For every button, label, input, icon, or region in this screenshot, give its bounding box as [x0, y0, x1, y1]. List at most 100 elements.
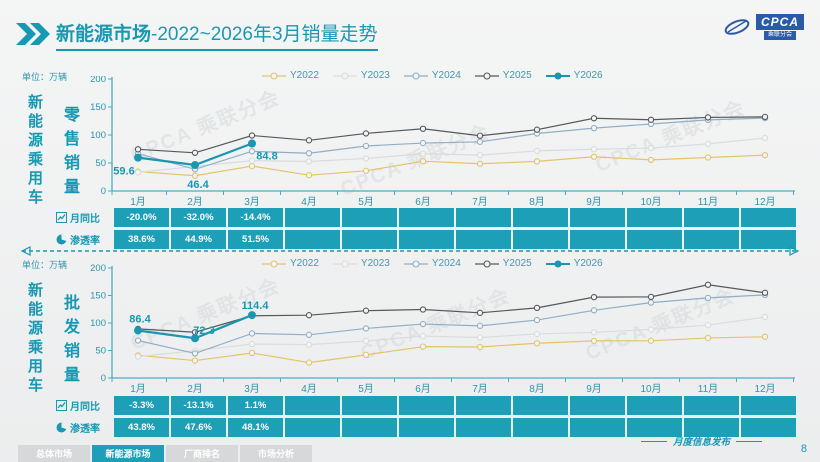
- legend-label: Y2024: [431, 70, 461, 81]
- data-point: [704, 321, 712, 329]
- table-cell: -3.3%: [114, 396, 169, 415]
- legend-item-Y2024: Y2024: [403, 258, 461, 269]
- measure-label: 批发销量: [61, 294, 78, 390]
- table-cell: [399, 396, 454, 415]
- month-label: 2月: [187, 196, 203, 208]
- data-point: [362, 167, 370, 174]
- Y2025-swatch: [474, 259, 499, 268]
- y-tick-label: 0: [101, 186, 106, 197]
- penetration-row: 43.8% 47.6% 48.1%: [114, 418, 796, 437]
- month-label: 7月: [472, 196, 488, 208]
- row-label-text: 月同比: [70, 402, 100, 413]
- nav-tab-厂商排名[interactable]: 厂商排名: [166, 445, 238, 462]
- legend-item-Y2026: Y2026: [545, 70, 603, 81]
- table-cell: 38.6%: [114, 230, 169, 249]
- table-cell: [513, 396, 568, 415]
- data-point: [191, 172, 199, 179]
- pie-icon: [56, 422, 67, 433]
- wholesale-line-chart: 0 50 100 150 200 1月 2月 3月 4月 5月 6月 7月 8月 9月 10月 11月 12月 8…: [90, 264, 795, 395]
- table-cell: [342, 208, 397, 227]
- y-tick-label: 100: [90, 130, 106, 141]
- data-point: [647, 337, 655, 344]
- data-point: [362, 130, 370, 137]
- series-Y2025-line: [137, 116, 766, 154]
- data-point: [134, 153, 143, 162]
- legend-item-Y2024: Y2024: [403, 70, 461, 81]
- table-cell: [456, 418, 511, 437]
- table-cell: [456, 230, 511, 249]
- table-cell: [399, 208, 454, 227]
- legend-label: Y2026: [573, 70, 603, 81]
- month-label: 5月: [358, 196, 374, 208]
- data-point: [476, 322, 484, 330]
- page-title: 新能源市场-2022~2026年3月销量走势: [56, 19, 378, 51]
- data-point: [419, 343, 427, 350]
- data-point: [191, 350, 199, 357]
- table-cell: [513, 418, 568, 437]
- table-cell: [285, 418, 340, 437]
- data-point: [533, 316, 541, 324]
- data-point: [590, 329, 598, 336]
- series-Y2024-line: [137, 117, 766, 170]
- data-point: [761, 113, 769, 121]
- data-point: [305, 137, 313, 144]
- data-point: [248, 162, 256, 170]
- legend-label: Y2022: [290, 258, 319, 269]
- Y2023-swatch: [332, 71, 357, 80]
- wholesale-section: CPCA 乘联分会 CPCA 乘联分会 CPCA 乘联分会 单位：万辆 新能源乘…: [0, 250, 820, 442]
- nav-tab-市场分析[interactable]: 市场分析: [240, 445, 312, 462]
- nav-tab-新能源市场[interactable]: 新能源市场: [92, 445, 164, 462]
- data-point: [647, 293, 655, 301]
- row-label-yoy: 月同比: [56, 208, 113, 227]
- measure-label: 零售销量: [61, 106, 78, 202]
- data-point: [533, 340, 541, 347]
- table-cell: [741, 418, 796, 437]
- series-Y2024-line: [137, 294, 766, 355]
- table-cell: [285, 396, 340, 415]
- point-label: 84.8: [256, 151, 277, 163]
- data-point: [761, 333, 769, 340]
- timeline-arrow: [20, 246, 800, 256]
- Y2022-swatch: [262, 259, 286, 268]
- point-label: 59.6: [113, 166, 134, 178]
- data-point: [590, 307, 598, 314]
- data-point: [533, 330, 541, 338]
- data-point: [134, 146, 142, 153]
- nav-tab-总体市场[interactable]: 总体市场: [18, 445, 90, 462]
- y-tick-label: 50: [95, 158, 106, 169]
- table-cell: [456, 208, 511, 227]
- series-Y2022: [134, 333, 769, 366]
- logo-subtitle: 乘联分会: [763, 31, 796, 40]
- axes: 0 50 100 150 200 1月 2月 3月 4月 5月 6月 7月 8月 9月 10月 11月 12月: [90, 264, 795, 395]
- data-point: [533, 126, 541, 133]
- data-point: [419, 158, 427, 165]
- data-point: [305, 172, 313, 179]
- data-point: [248, 330, 256, 337]
- month-label: 11月: [698, 196, 718, 208]
- point-label: 86.4: [129, 313, 151, 325]
- data-point: [191, 149, 199, 156]
- y-tick-label: 50: [95, 346, 106, 357]
- data-point: [247, 311, 256, 320]
- legend-item-Y2022: Y2022: [262, 258, 319, 269]
- y-tick-label: 150: [90, 102, 106, 113]
- series-Y2026: [134, 139, 256, 170]
- month-label: 12月: [754, 383, 775, 395]
- table-cell: 51.5%: [228, 230, 283, 249]
- data-point: [476, 334, 484, 341]
- data-point: [305, 158, 313, 165]
- Y2025-swatch: [474, 71, 499, 80]
- table-cell: -20.0%: [114, 208, 169, 227]
- legend-label: Y2024: [431, 258, 461, 269]
- table-cell: 47.6%: [171, 418, 226, 437]
- Y2026-swatch: [545, 259, 570, 268]
- logo-text: CPCA: [755, 14, 804, 31]
- data-point: [419, 306, 427, 313]
- data-point: [476, 160, 484, 167]
- Y2024-swatch: [403, 259, 428, 268]
- data-point: [647, 326, 655, 333]
- month-label: 9月: [586, 196, 602, 208]
- data-point: [305, 359, 313, 366]
- data-point: [190, 334, 199, 343]
- month-label: 7月: [472, 383, 488, 395]
